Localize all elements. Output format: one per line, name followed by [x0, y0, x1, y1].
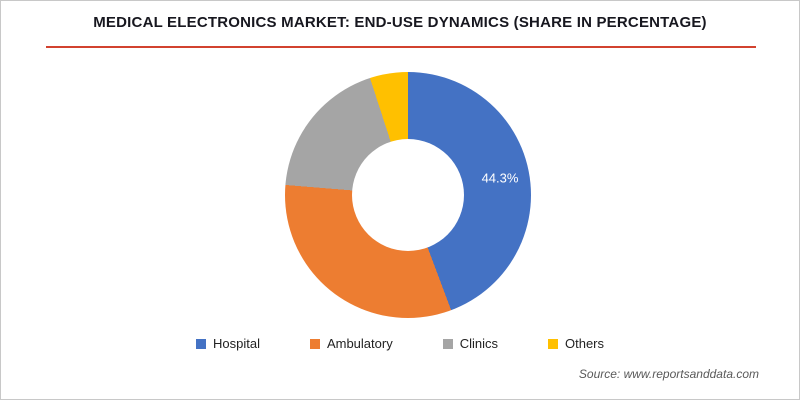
legend-item-others: Others: [548, 336, 604, 351]
chart-title: MEDICAL ELECTRONICS MARKET: END-USE DYNA…: [93, 14, 707, 31]
legend-label-clinics: Clinics: [459, 336, 498, 351]
legend-swatch-ambulatory: [309, 338, 320, 349]
donut-hole: [352, 139, 464, 251]
legend-label-others: Others: [565, 336, 605, 351]
legend-label-hospital: Hospital: [212, 336, 260, 351]
legend-item-hospital: Hospital: [195, 336, 260, 351]
title-underline: [46, 46, 756, 48]
legend-swatch-clinics: [442, 338, 453, 349]
legend-item-clinics: Clinics: [442, 336, 498, 351]
legend-swatch-hospital: [195, 338, 206, 349]
chart-legend: Hospital Ambulatory Clinics Others: [1, 336, 799, 351]
legend-swatch-others: [548, 338, 558, 349]
source-attribution: Source: www.reportsanddata.com: [578, 367, 759, 381]
legend-item-ambulatory: Ambulatory: [309, 336, 393, 351]
slice-label: 44.3%: [481, 170, 519, 186]
donut-plot-area: 44.3%: [285, 72, 531, 318]
legend-label-ambulatory: Ambulatory: [326, 336, 393, 351]
